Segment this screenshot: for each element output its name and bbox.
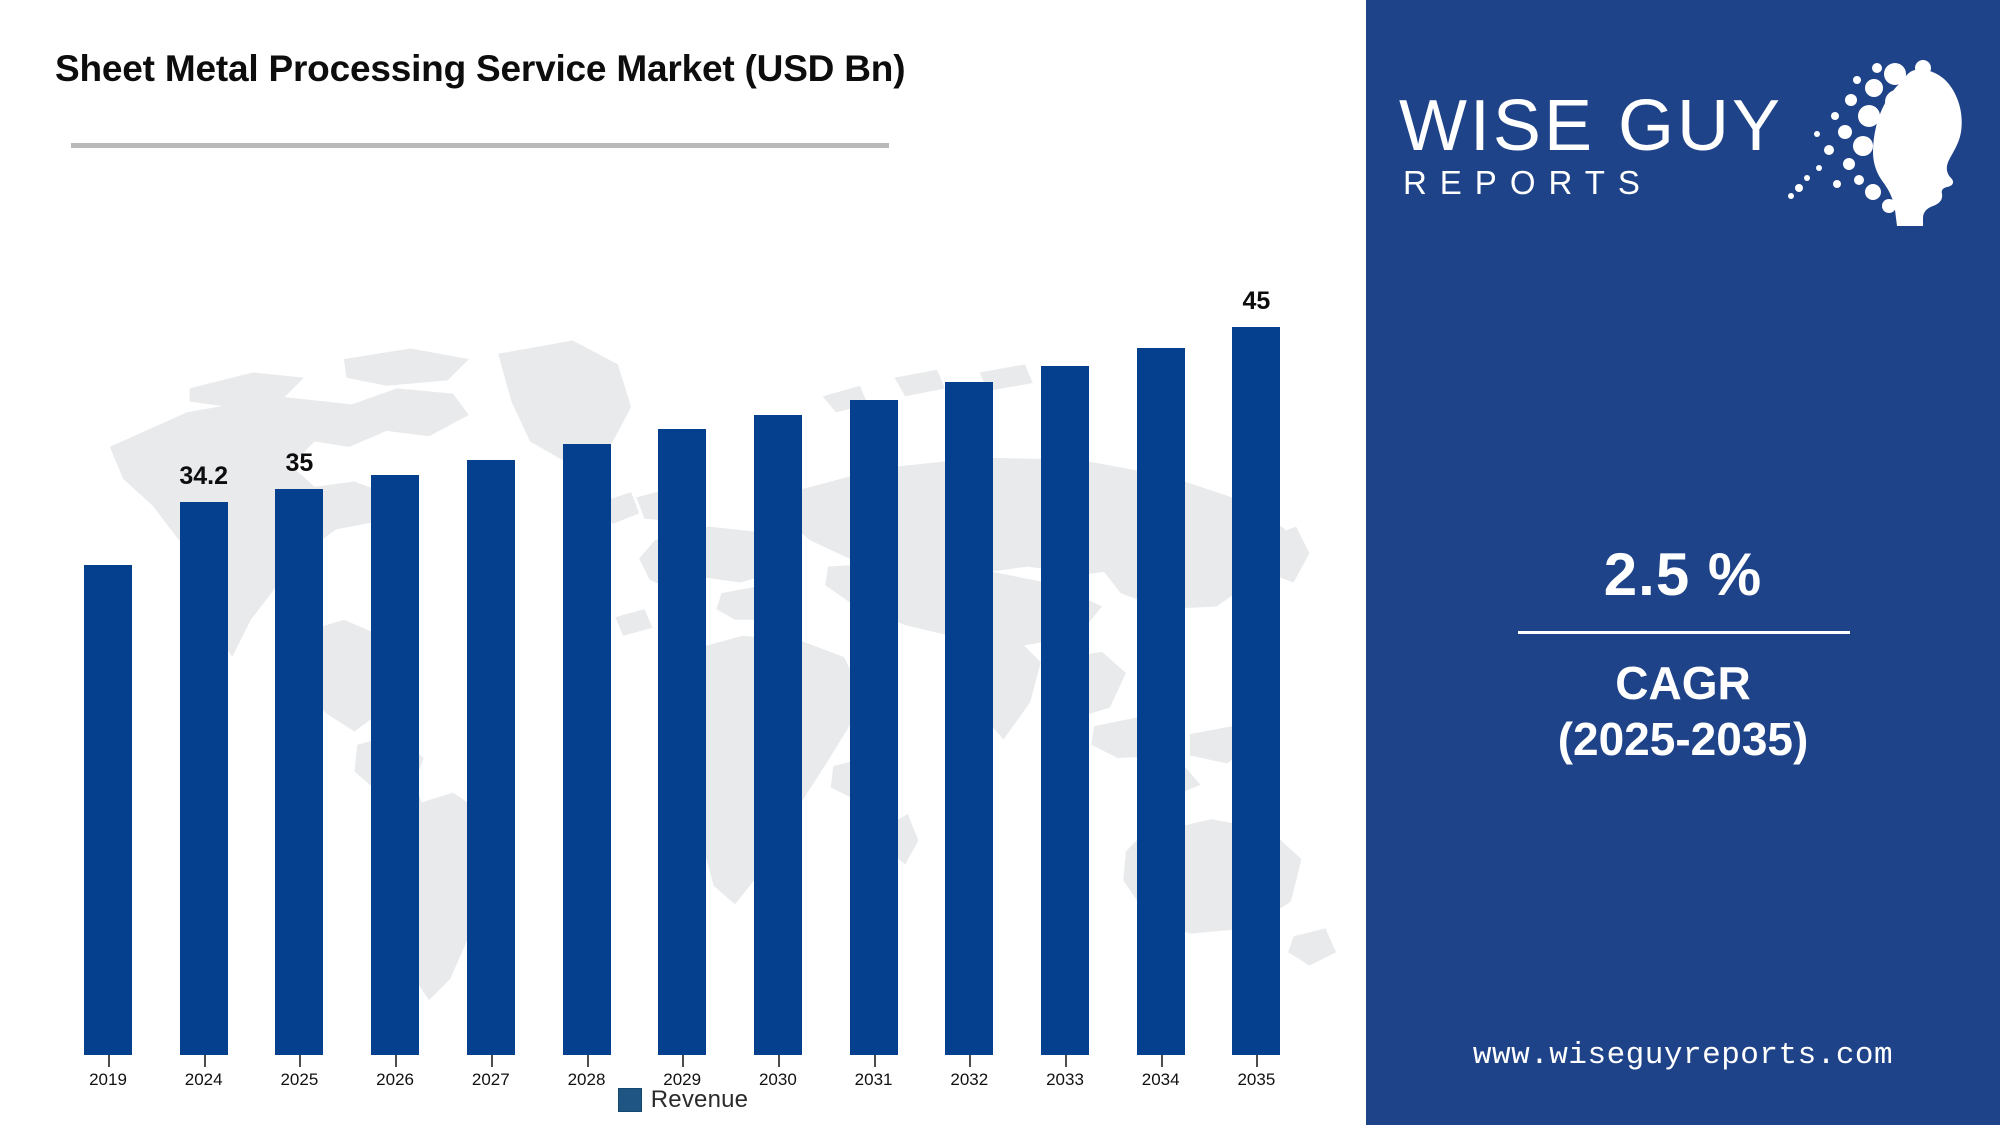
x-tick-label-2019: 2019 — [89, 1070, 127, 1089]
x-tick-2035 — [1256, 1055, 1259, 1067]
bar-value-label-2025: 35 — [285, 449, 314, 478]
bar-2025 — [275, 489, 324, 1055]
bar-2024 — [179, 501, 228, 1055]
bar-2035 — [1232, 327, 1281, 1055]
x-tick-label-2025: 2025 — [280, 1070, 319, 1089]
x-tick-2031 — [873, 1055, 876, 1067]
x-tick-2026 — [395, 1055, 398, 1067]
title-underline — [71, 143, 889, 148]
bar-2027 — [466, 459, 515, 1055]
x-tick-2034 — [1160, 1055, 1163, 1067]
bar-2033 — [1041, 366, 1089, 1055]
cagr-label: CAGR (2025-2035) — [1366, 655, 2000, 767]
x-tick-label-2027: 2027 — [471, 1070, 510, 1089]
cagr-value: 2.5 % — [1603, 541, 1763, 608]
x-tick-2029 — [682, 1055, 685, 1067]
bar-2019 — [84, 565, 132, 1055]
chart-title: Sheet Metal Processing Service Market (U… — [55, 48, 906, 89]
bar-2032 — [945, 382, 994, 1055]
legend-label-revenue: Revenue — [650, 1086, 749, 1113]
logo-text-block: WISE GUY REPORTS — [1398, 85, 1784, 202]
website-url: www.wiseguyreports.com — [1472, 1038, 1894, 1073]
x-tick-2027 — [490, 1055, 493, 1067]
brand-panel: WISE GUY REPORTS — [1366, 0, 2000, 1125]
x-tick-2032 — [969, 1055, 972, 1067]
wiseguy-logo: WISE GUY REPORTS — [1366, 58, 2000, 233]
bar-2034 — [1136, 348, 1185, 1055]
plot-area: 2019 34.2 2024 35 2025 2026 2027 2028 2029 2030 20… — [84, 287, 1281, 1089]
cagr-divider — [1518, 631, 1850, 634]
chart-panel: Sheet Metal Processing Service Market (U… — [0, 48, 1366, 1114]
x-tick-2019 — [108, 1055, 110, 1067]
x-tick-label-2024: 2024 — [184, 1070, 223, 1089]
x-tick-2024 — [203, 1055, 206, 1067]
x-tick-2030 — [777, 1055, 780, 1067]
chart-legend: Revenue — [0, 1086, 1366, 1114]
bar-2026 — [371, 474, 420, 1055]
bar-value-label-2035: 45 — [1242, 287, 1271, 316]
x-tick-label-2032: 2032 — [950, 1070, 989, 1089]
x-tick-2025 — [299, 1055, 302, 1067]
x-tick-label-2029: 2029 — [663, 1070, 702, 1089]
x-tick-label-2035: 2035 — [1237, 1070, 1276, 1089]
cagr-label-line2: (2025-2035) — [1557, 713, 1809, 766]
x-tick-label-2033: 2033 — [1046, 1070, 1084, 1089]
bar-value-label-2024: 34.2 — [179, 461, 229, 490]
dotted-head-profile-icon — [1788, 59, 1962, 226]
bar-2030 — [753, 414, 802, 1055]
bar-2028 — [562, 443, 611, 1055]
x-tick-label-2026: 2026 — [376, 1070, 414, 1089]
bar-2029 — [658, 429, 707, 1055]
logo-primary-text: WISE GUY — [1398, 85, 1784, 166]
x-tick-label-2034: 2034 — [1141, 1070, 1180, 1089]
logo-secondary-text: REPORTS — [1402, 164, 1653, 202]
legend-swatch-revenue — [617, 1088, 642, 1112]
x-tick-label-2030: 2030 — [758, 1070, 797, 1089]
x-tick-2033 — [1065, 1055, 1067, 1067]
bar-2031 — [849, 400, 898, 1055]
x-tick-2028 — [586, 1055, 589, 1067]
cagr-label-line1: CAGR — [1615, 657, 1751, 709]
x-tick-label-2028: 2028 — [567, 1070, 606, 1089]
x-tick-label-2031: 2031 — [854, 1070, 893, 1089]
